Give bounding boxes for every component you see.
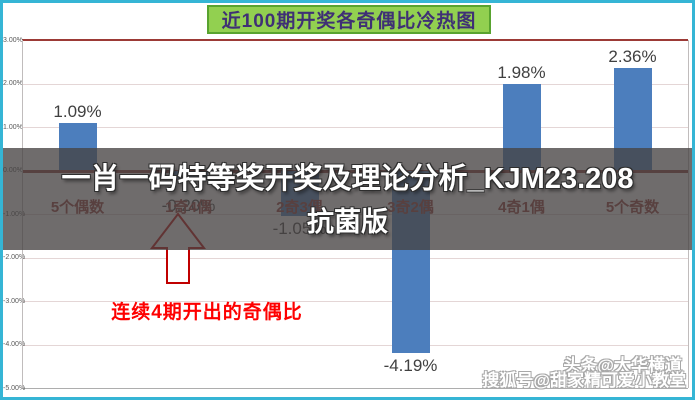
y-tick-label: -3.00% [3,297,26,305]
gridline [22,344,688,346]
gridline [22,301,688,302]
gridline [22,127,688,128]
y-tick-label: -5.00% [3,384,26,392]
bar-value-label: 2.36% [608,46,657,66]
y-tick-label: -2.00% [3,254,26,261]
bar-value-label: 1.98% [497,63,546,83]
y-tick-label: 2.00% [3,80,23,87]
bar-value-label: -4.19% [383,355,438,375]
watermark-toutiao: 头条@大华横道 [563,356,682,375]
chart-title: 近100期开奖各奇偶比冷热图 [207,5,491,34]
bar-value-label: 1.09% [53,102,102,122]
gridline [22,83,688,85]
y-tick-label: 1.00% [3,123,23,131]
watermark-souhu: 搜狐号@甜家精可爱小教堂 [482,371,686,390]
banner-text-line2: 抗菌版 [307,207,388,237]
banner-text-line1: 一肖一码特等奖开奖及理论分析_KJM23.208 [61,163,634,195]
y-tick-label: 3.00% [3,36,23,44]
watermark-banner: 一肖一码特等奖开奖及理论分析_KJM23.208 抗菌版 [3,148,692,250]
y-tick-label: -4.00% [3,341,26,348]
annotation-text: 连续4期开出的奇偶比 [111,302,303,323]
gridline [22,257,688,259]
gridline [22,39,688,41]
gridline [22,388,688,389]
